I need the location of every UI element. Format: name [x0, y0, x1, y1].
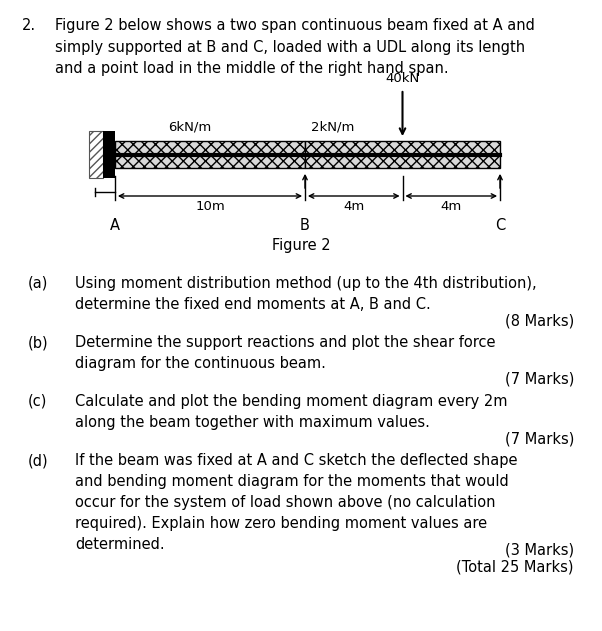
- Bar: [89, 131, 103, 178]
- Bar: [305, 141, 500, 168]
- Text: (7 Marks): (7 Marks): [504, 431, 574, 446]
- Text: 40kN: 40kN: [385, 72, 420, 85]
- Text: (a): (a): [28, 276, 48, 291]
- Text: 4m: 4m: [441, 200, 462, 213]
- Text: 6kN/m: 6kN/m: [169, 120, 212, 133]
- Text: 2kN/m: 2kN/m: [311, 120, 355, 133]
- Text: B: B: [300, 218, 310, 233]
- Text: (d): (d): [28, 453, 49, 468]
- Text: 10m: 10m: [195, 200, 225, 213]
- Text: Figure 2 below shows a two span continuous beam fixed at A and
simply supported : Figure 2 below shows a two span continuo…: [55, 18, 535, 76]
- Text: (7 Marks): (7 Marks): [504, 372, 574, 387]
- Text: C: C: [495, 218, 505, 233]
- Text: Using moment distribution method (up to the 4th distribution),
determine the fix: Using moment distribution method (up to …: [75, 276, 536, 312]
- Text: Figure 2: Figure 2: [272, 238, 330, 253]
- Text: (3 Marks): (3 Marks): [505, 543, 574, 558]
- Text: If the beam was fixed at A and C sketch the deflected shape
and bending moment d: If the beam was fixed at A and C sketch …: [75, 453, 518, 552]
- Text: A: A: [110, 218, 120, 233]
- Text: Determine the support reactions and plot the shear force
diagram for the continu: Determine the support reactions and plot…: [75, 335, 495, 371]
- Text: 2.: 2.: [22, 18, 36, 33]
- Text: (c): (c): [28, 394, 48, 409]
- Bar: [115, 141, 305, 168]
- Text: 4m: 4m: [343, 200, 364, 213]
- Bar: [103, 131, 115, 178]
- Text: Calculate and plot the bending moment diagram every 2m
along the beam together w: Calculate and plot the bending moment di…: [75, 394, 507, 430]
- Text: (Total 25 Marks): (Total 25 Marks): [456, 560, 574, 574]
- Text: (b): (b): [28, 335, 49, 350]
- Text: (8 Marks): (8 Marks): [504, 313, 574, 328]
